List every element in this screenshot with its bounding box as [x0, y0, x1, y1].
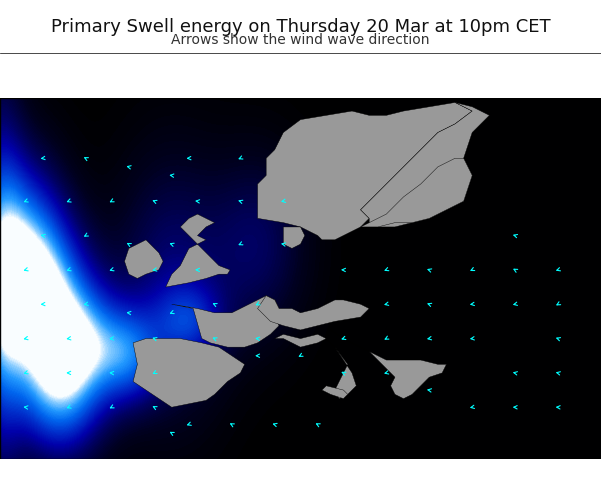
Text: Primary Swell energy on Thursday 20 Mar at 10pm CET: Primary Swell energy on Thursday 20 Mar …: [50, 18, 551, 36]
Polygon shape: [275, 334, 356, 399]
Polygon shape: [258, 296, 369, 330]
Text: Arrows show the wind wave direction: Arrows show the wind wave direction: [171, 33, 430, 47]
Polygon shape: [133, 339, 245, 407]
Polygon shape: [166, 214, 230, 287]
Polygon shape: [124, 240, 163, 278]
Polygon shape: [331, 330, 447, 399]
Polygon shape: [361, 158, 472, 227]
Polygon shape: [361, 102, 489, 227]
Polygon shape: [322, 386, 348, 399]
Polygon shape: [258, 102, 472, 240]
Polygon shape: [172, 296, 279, 347]
Polygon shape: [283, 227, 305, 248]
